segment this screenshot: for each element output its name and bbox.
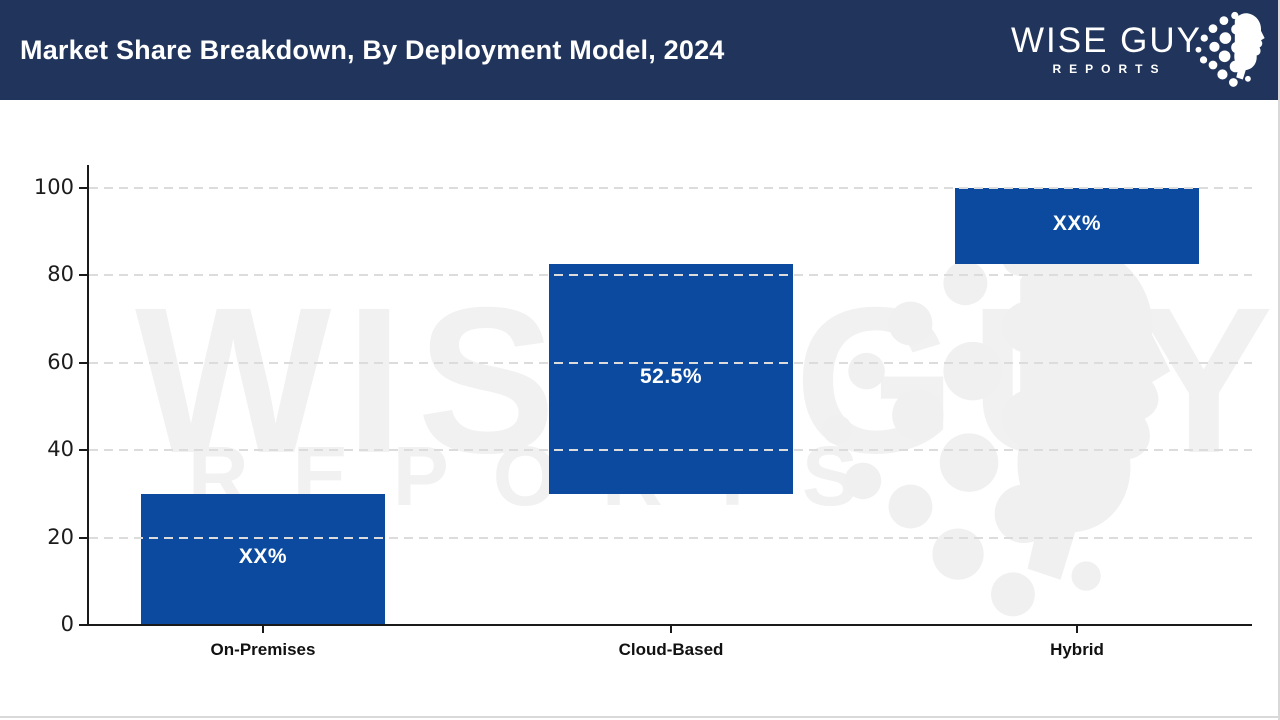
gridline-60	[89, 361, 1252, 364]
logo-face-icon	[1195, 11, 1265, 87]
logo-reports-text: REPORTS	[1052, 61, 1167, 76]
y-tick-label: 0	[60, 612, 74, 636]
y-tick-0	[79, 624, 87, 626]
gridline-20	[89, 536, 1252, 539]
y-tick-label: 80	[47, 262, 74, 287]
x-tick-on-premises	[262, 626, 264, 633]
y-axis-spine	[87, 165, 89, 626]
x-axis-spine	[87, 624, 1252, 626]
y-tick-20	[79, 536, 87, 539]
watermark-face-logo	[822, 239, 1171, 617]
x-category-label: Cloud-Based	[618, 640, 724, 659]
frame-border-bottom	[0, 716, 1280, 718]
y-tick-80	[79, 274, 87, 277]
y-tick-60	[79, 361, 87, 364]
y-tick-label: 20	[47, 524, 74, 549]
bar-value-label: XX%	[1052, 212, 1102, 236]
y-tick-label: 60	[47, 349, 74, 374]
y-tick-40	[79, 449, 87, 452]
gridline-100	[89, 187, 1252, 189]
bar-value-label: XX%	[238, 545, 288, 569]
logo-text: WISE GUY REPORTS	[1011, 22, 1202, 76]
frame-border-right	[1278, 0, 1280, 720]
header-bar: Market Share Breakdown, By Deployment Mo…	[0, 0, 1280, 100]
y-tick-label: 40	[47, 437, 74, 462]
bar-hybrid	[955, 188, 1199, 265]
x-tick-hybrid	[1076, 626, 1078, 633]
x-tick-cloud-based	[670, 626, 672, 633]
bar-value-label: 52.5%	[639, 365, 703, 389]
x-category-label: On-Premises	[210, 640, 316, 659]
gridline-80	[89, 274, 1252, 277]
y-tick-label: 100	[33, 175, 74, 199]
bar-on-premises	[141, 493, 385, 625]
wise-guy-reports-logo: WISE GUY REPORTS	[1011, 9, 1266, 89]
bar-cloud-based	[549, 264, 793, 494]
y-tick-100	[79, 187, 87, 189]
page-title: Market Share Breakdown, By Deployment Mo…	[20, 35, 725, 65]
logo-wiseguy-text: WISE GUY	[1010, 21, 1202, 61]
gridline-40	[89, 449, 1252, 452]
x-category-label: Hybrid	[1050, 640, 1104, 659]
